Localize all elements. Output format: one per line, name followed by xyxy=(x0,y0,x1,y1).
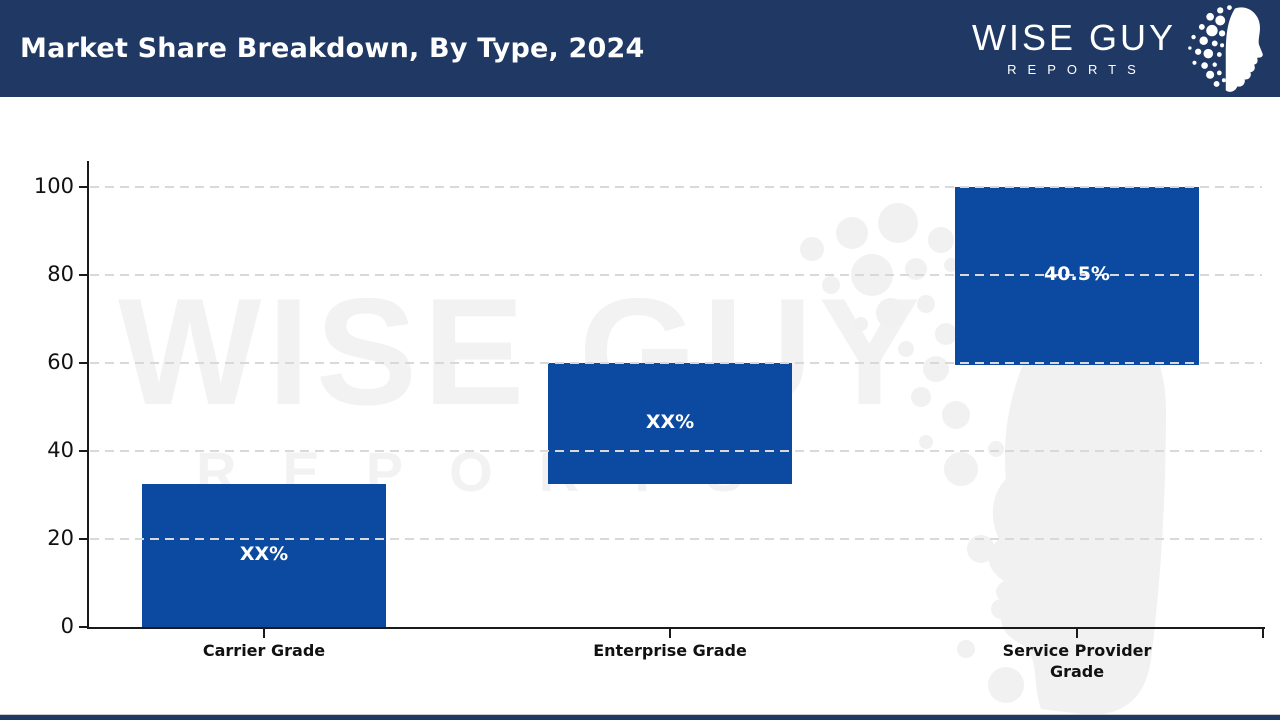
y-tick-label-20: 20 xyxy=(47,526,74,550)
x-tick-mark-service-provider-grade xyxy=(1076,629,1078,638)
y-tick-label-0: 0 xyxy=(60,614,74,638)
x-cat-label-service-provider-grade: Service Provider Grade xyxy=(1002,641,1152,681)
x-cat-label-carrier-grade: Carrier Grade xyxy=(202,641,326,660)
bar-label-carrier-grade: XX% xyxy=(239,542,289,565)
logo-head-icon xyxy=(1188,4,1263,92)
bar-label-enterprise-grade: XX% xyxy=(645,410,695,433)
bar-enterprise-grade xyxy=(548,363,792,484)
chart-area: WISE GUY REPORTS 0 20 40 60 80 100 XX% Carrier … xyxy=(0,97,1280,714)
logo-text: WISE GUY REPORTS xyxy=(971,17,1176,78)
header-bar: Market Share Breakdown, By Type, 2024 WI… xyxy=(0,0,1280,97)
gridline-20 xyxy=(90,538,1262,540)
y-tick-label-60: 60 xyxy=(47,350,74,374)
x-tick-mark-right-edge xyxy=(1262,629,1264,638)
y-tick-mark-60 xyxy=(79,362,87,364)
y-tick-mark-80 xyxy=(79,274,87,276)
x-tick-mark-enterprise-grade xyxy=(669,629,671,638)
logo-subtext: REPORTS xyxy=(1007,62,1147,77)
y-axis-line xyxy=(87,161,89,629)
gridline-100 xyxy=(90,186,1262,188)
y-tick-label-100: 100 xyxy=(33,174,74,198)
wise-guy-logo: WISE GUY REPORTS xyxy=(972,0,1266,97)
y-tick-mark-0 xyxy=(79,626,87,628)
x-cat-label-enterprise-grade: Enterprise Grade xyxy=(593,641,747,660)
bar-label-service-provider-grade: 40.5% xyxy=(1044,263,1110,286)
logo-wordmark: WISE GUY xyxy=(971,17,1176,58)
y-tick-label-80: 80 xyxy=(47,262,74,286)
y-tick-mark-20 xyxy=(79,538,87,540)
gridline-60 xyxy=(90,362,1262,364)
y-tick-mark-40 xyxy=(79,450,87,452)
x-tick-mark-carrier-grade xyxy=(263,629,265,638)
x-axis-line xyxy=(87,627,1265,629)
watermark-head-icon xyxy=(800,203,1166,714)
gridline-80 xyxy=(90,274,1262,276)
y-tick-mark-100 xyxy=(79,186,87,188)
y-tick-label-40: 40 xyxy=(47,438,74,462)
bar-service-provider-grade xyxy=(955,187,1199,366)
gridline-40 xyxy=(90,450,1262,452)
bar-carrier-grade xyxy=(142,484,386,627)
footer-bar xyxy=(0,714,1280,720)
page-title: Market Share Breakdown, By Type, 2024 xyxy=(20,33,645,64)
